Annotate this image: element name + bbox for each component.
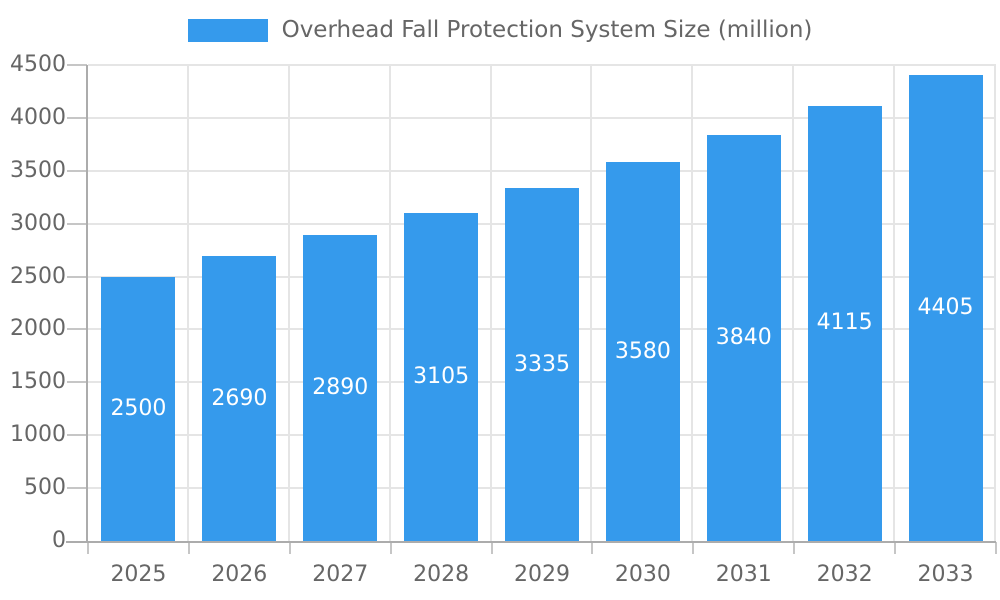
gridline-horizontal	[88, 64, 996, 66]
gridline-vertical	[590, 65, 593, 541]
y-axis-tick	[67, 169, 87, 172]
bar[interactable]: 2500	[101, 276, 176, 541]
x-axis-tick-label: 2025	[110, 562, 167, 587]
bar[interactable]: 2890	[303, 235, 378, 541]
x-axis-tick-label: 2029	[513, 562, 570, 587]
legend-swatch	[187, 18, 268, 42]
bar-value-label: 4115	[816, 310, 873, 336]
x-axis-tick	[894, 542, 897, 554]
gridline-vertical	[287, 65, 290, 541]
x-axis-tick	[87, 542, 89, 554]
y-axis-tick	[67, 328, 87, 331]
y-axis-tick-label: 2000	[10, 316, 66, 342]
bar[interactable]: 3105	[404, 212, 479, 541]
bar[interactable]: 2690	[202, 256, 277, 541]
y-axis-tick	[67, 64, 87, 66]
gridline-vertical	[994, 65, 996, 541]
legend-label: Overhead Fall Protection System Size (mi…	[281, 17, 813, 43]
gridline-horizontal	[88, 169, 996, 172]
x-axis-tick	[389, 542, 392, 554]
gridline-vertical	[893, 65, 896, 541]
bar-value-label: 3580	[614, 338, 671, 364]
bar[interactable]: 3580	[605, 162, 680, 541]
y-axis-tick	[67, 222, 87, 225]
x-axis-tick	[288, 542, 291, 554]
gridline-vertical	[489, 65, 492, 541]
y-axis-tick-label: 2500	[10, 263, 66, 289]
x-axis-tick-label: 2031	[715, 562, 772, 587]
x-axis-line	[66, 541, 996, 543]
gridline-vertical	[691, 65, 694, 541]
x-axis-tick	[793, 542, 796, 554]
y-axis-tick	[67, 116, 87, 119]
x-axis-tick	[490, 542, 493, 554]
y-axis-tick-label: 1500	[10, 369, 66, 395]
x-axis-tick-label: 2027	[312, 562, 369, 587]
x-axis-tick	[591, 542, 594, 554]
legend[interactable]: Overhead Fall Protection System Size (mi…	[0, 16, 1000, 44]
y-axis-tick	[67, 275, 87, 278]
gridline-vertical	[388, 65, 391, 541]
x-axis-tick	[995, 542, 997, 554]
x-axis-tick-label: 2033	[917, 562, 974, 587]
gridline-vertical	[792, 65, 795, 541]
bar-value-label: 3840	[715, 324, 772, 350]
y-axis-tick	[67, 434, 87, 437]
y-axis-tick-label: 3000	[10, 210, 66, 236]
bar[interactable]: 3840	[706, 134, 781, 541]
bar[interactable]: 3335	[505, 188, 579, 541]
bar-value-label: 2690	[211, 385, 268, 411]
x-axis-tick	[692, 542, 695, 554]
gridline-vertical	[186, 65, 189, 541]
y-axis-tick-label: 0	[52, 528, 66, 553]
bar-value-label: 2500	[110, 395, 167, 421]
gridline-horizontal	[88, 116, 996, 119]
y-axis-line	[86, 65, 88, 543]
x-axis-tick-label: 2030	[614, 562, 671, 587]
x-axis-tick	[187, 542, 190, 554]
bar-value-label: 3335	[514, 351, 570, 377]
bar[interactable]: 4115	[807, 105, 882, 541]
bar-value-label: 4405	[917, 295, 974, 321]
x-axis-tick-label: 2032	[816, 562, 873, 587]
x-axis-tick-label: 2028	[413, 562, 470, 587]
y-axis-tick-label: 3500	[10, 157, 66, 183]
x-axis-tick-label: 2026	[211, 562, 268, 587]
y-axis-tick-label: 4000	[10, 104, 66, 130]
y-axis-tick	[67, 487, 87, 490]
bar[interactable]: 4405	[908, 75, 983, 541]
y-axis-tick-label: 1000	[10, 422, 66, 448]
bar-value-label: 2890	[312, 375, 369, 401]
bar-value-label: 3105	[413, 363, 470, 389]
y-axis-tick	[67, 381, 87, 384]
y-axis-tick-label: 500	[24, 475, 66, 501]
y-axis-tick-label: 4500	[10, 52, 66, 77]
